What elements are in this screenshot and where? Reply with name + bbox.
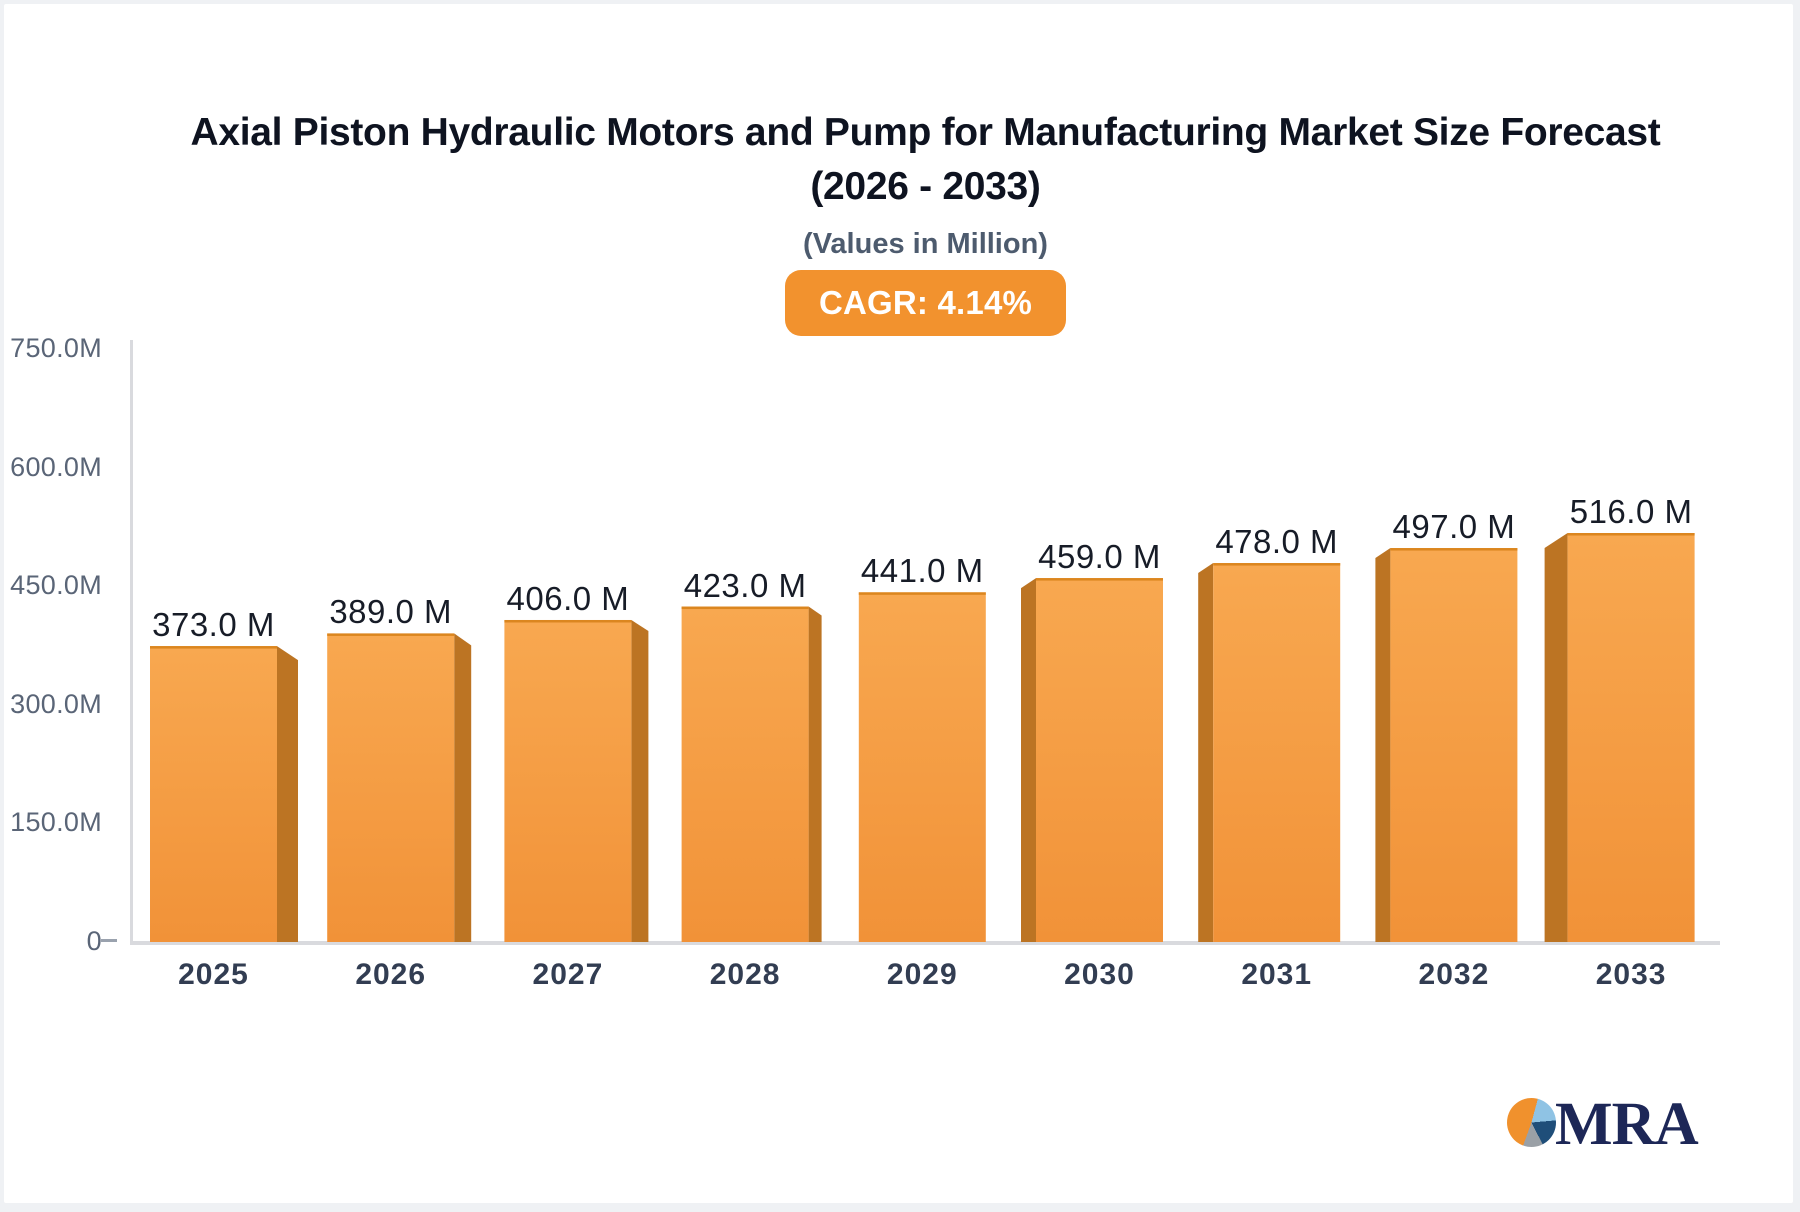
x-tick-label-2029: 2029 [886, 958, 958, 991]
x-tick-label-2027: 2027 [532, 958, 604, 991]
y-tick-label: 0 [86, 926, 102, 956]
bar-top-edge [1036, 578, 1163, 581]
bar-front-face [327, 633, 455, 942]
bar-front-face [1036, 578, 1163, 942]
bar-value-label: 423.0 M [683, 566, 807, 604]
y-tick-label: 600.0M [10, 451, 102, 482]
bar-value-label: 459.0 M [1038, 538, 1161, 576]
x-axis-baseline [130, 941, 1720, 945]
bar-side-face [1375, 548, 1391, 942]
bar-top-edge [858, 592, 986, 595]
bar-top-edge [1567, 533, 1695, 536]
bar-front-face [858, 592, 986, 942]
chart-subtitle: (Values in Million) [803, 228, 1048, 260]
bar-side-face [808, 606, 822, 942]
bar-top-edge [681, 606, 809, 610]
x-tick-label-2028: 2028 [709, 958, 781, 991]
bar-side-face [1544, 533, 1568, 942]
bar-top-edge [1390, 548, 1518, 551]
y-tick-label: 450.0M [10, 570, 102, 601]
x-tick-label-2026: 2026 [355, 958, 427, 991]
bar-side-face [454, 633, 472, 942]
bar-top-edge [150, 646, 277, 649]
chart-header: Axial Piston Hydraulic Motors and Pump f… [131, 0, 1720, 336]
zero-tick-mark [101, 939, 117, 942]
bar-top-edge [504, 619, 632, 623]
bar-value-label: 441.0 M [860, 552, 984, 590]
bar-2031 [1198, 563, 1341, 942]
brand-logo: MRA [1505, 1091, 1735, 1158]
bar-side-face [1198, 563, 1214, 942]
x-tick-label-2033: 2033 [1595, 958, 1667, 991]
bar-2029 [858, 592, 986, 942]
cagr-badge: CAGR: 4.14% [784, 270, 1067, 336]
x-tick-label-2032: 2032 [1418, 958, 1490, 991]
bar-front-face [1390, 548, 1518, 942]
bar-2026 [327, 633, 472, 942]
y-tick-label: 150.0M [10, 807, 102, 838]
chart-title-line2: (2026 - 2033) [810, 165, 1041, 208]
bar-front-face [1567, 533, 1695, 942]
x-tick-label-2031: 2031 [1241, 958, 1313, 991]
y-tick-label: 750.0M [10, 333, 102, 363]
bar-side-face [631, 619, 649, 942]
bar-front-face [1213, 563, 1341, 942]
bar-value-label: 389.0 M [329, 593, 453, 631]
bar-2025 [150, 646, 298, 942]
pie-chart-logo-icon [1507, 1098, 1556, 1147]
x-tick-label-2030: 2030 [1064, 958, 1135, 991]
bar-value-label: 373.0 M [152, 606, 275, 644]
axes [101, 340, 1720, 945]
y-tick-label: 300.0M [10, 688, 102, 719]
bar-2030 [1021, 578, 1163, 942]
bar-value-label: 516.0 M [1569, 493, 1693, 531]
bar-top-edge [1213, 563, 1341, 566]
bar-value-label: 406.0 M [506, 579, 630, 617]
chart-title-line1: Axial Piston Hydraulic Motors and Pump f… [190, 111, 1661, 154]
bar-value-label: 478.0 M [1215, 523, 1339, 561]
x-tick-label-2025: 2025 [178, 958, 249, 991]
bar-front-face [150, 646, 277, 942]
bars [150, 533, 1695, 942]
bar-front-face [504, 619, 632, 942]
bar-side-face [277, 646, 298, 942]
bar-front-face [681, 606, 809, 942]
bar-2028 [681, 606, 822, 942]
y-axis-line [130, 340, 133, 945]
bar-top-edge [327, 633, 455, 636]
bar-value-label: 497.0 M [1392, 508, 1516, 546]
bar-2027 [504, 619, 649, 942]
bar-side-face [1021, 578, 1036, 942]
bar-2033 [1544, 533, 1695, 942]
bar-2032 [1375, 548, 1518, 942]
brand-logo-text: MRA [1555, 1091, 1699, 1158]
